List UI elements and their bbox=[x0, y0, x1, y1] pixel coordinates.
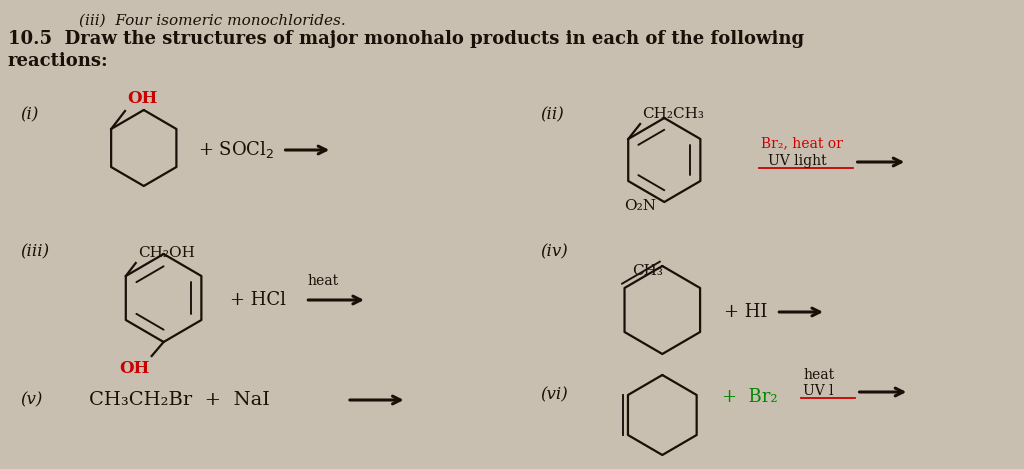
Text: + SOCl$_2$: + SOCl$_2$ bbox=[199, 139, 274, 160]
Text: OH: OH bbox=[120, 360, 150, 377]
Text: OH: OH bbox=[127, 90, 158, 107]
Text: CH₂CH₃: CH₂CH₃ bbox=[642, 107, 703, 121]
Text: (v): (v) bbox=[19, 392, 42, 408]
Text: O₂N: O₂N bbox=[625, 199, 656, 213]
Text: + HCl: + HCl bbox=[230, 291, 286, 309]
Text: (iii)  Four isomeric monochlorides.: (iii) Four isomeric monochlorides. bbox=[79, 14, 346, 28]
Text: UV light: UV light bbox=[768, 154, 827, 168]
Text: CH₃CH₂Br  +  NaI: CH₃CH₂Br + NaI bbox=[89, 391, 270, 409]
Text: UV l: UV l bbox=[803, 384, 834, 398]
Text: Br₂, heat or: Br₂, heat or bbox=[762, 136, 844, 150]
Text: +  Br₂: + Br₂ bbox=[722, 388, 777, 406]
Text: (iii): (iii) bbox=[19, 243, 49, 260]
Text: (iv): (iv) bbox=[541, 243, 568, 260]
Text: 10.5  Draw the structures of major monohalo products in each of the following: 10.5 Draw the structures of major monoha… bbox=[8, 30, 804, 48]
Text: reactions:: reactions: bbox=[8, 52, 109, 70]
Text: (ii): (ii) bbox=[541, 106, 564, 123]
Text: heat: heat bbox=[803, 368, 835, 382]
Text: CH₂OH: CH₂OH bbox=[137, 246, 195, 260]
Text: + HI: + HI bbox=[724, 303, 767, 321]
Text: (vi): (vi) bbox=[541, 386, 568, 403]
Text: heat: heat bbox=[307, 274, 339, 288]
Text: (i): (i) bbox=[19, 106, 38, 123]
Text: CH₃: CH₃ bbox=[633, 264, 664, 278]
